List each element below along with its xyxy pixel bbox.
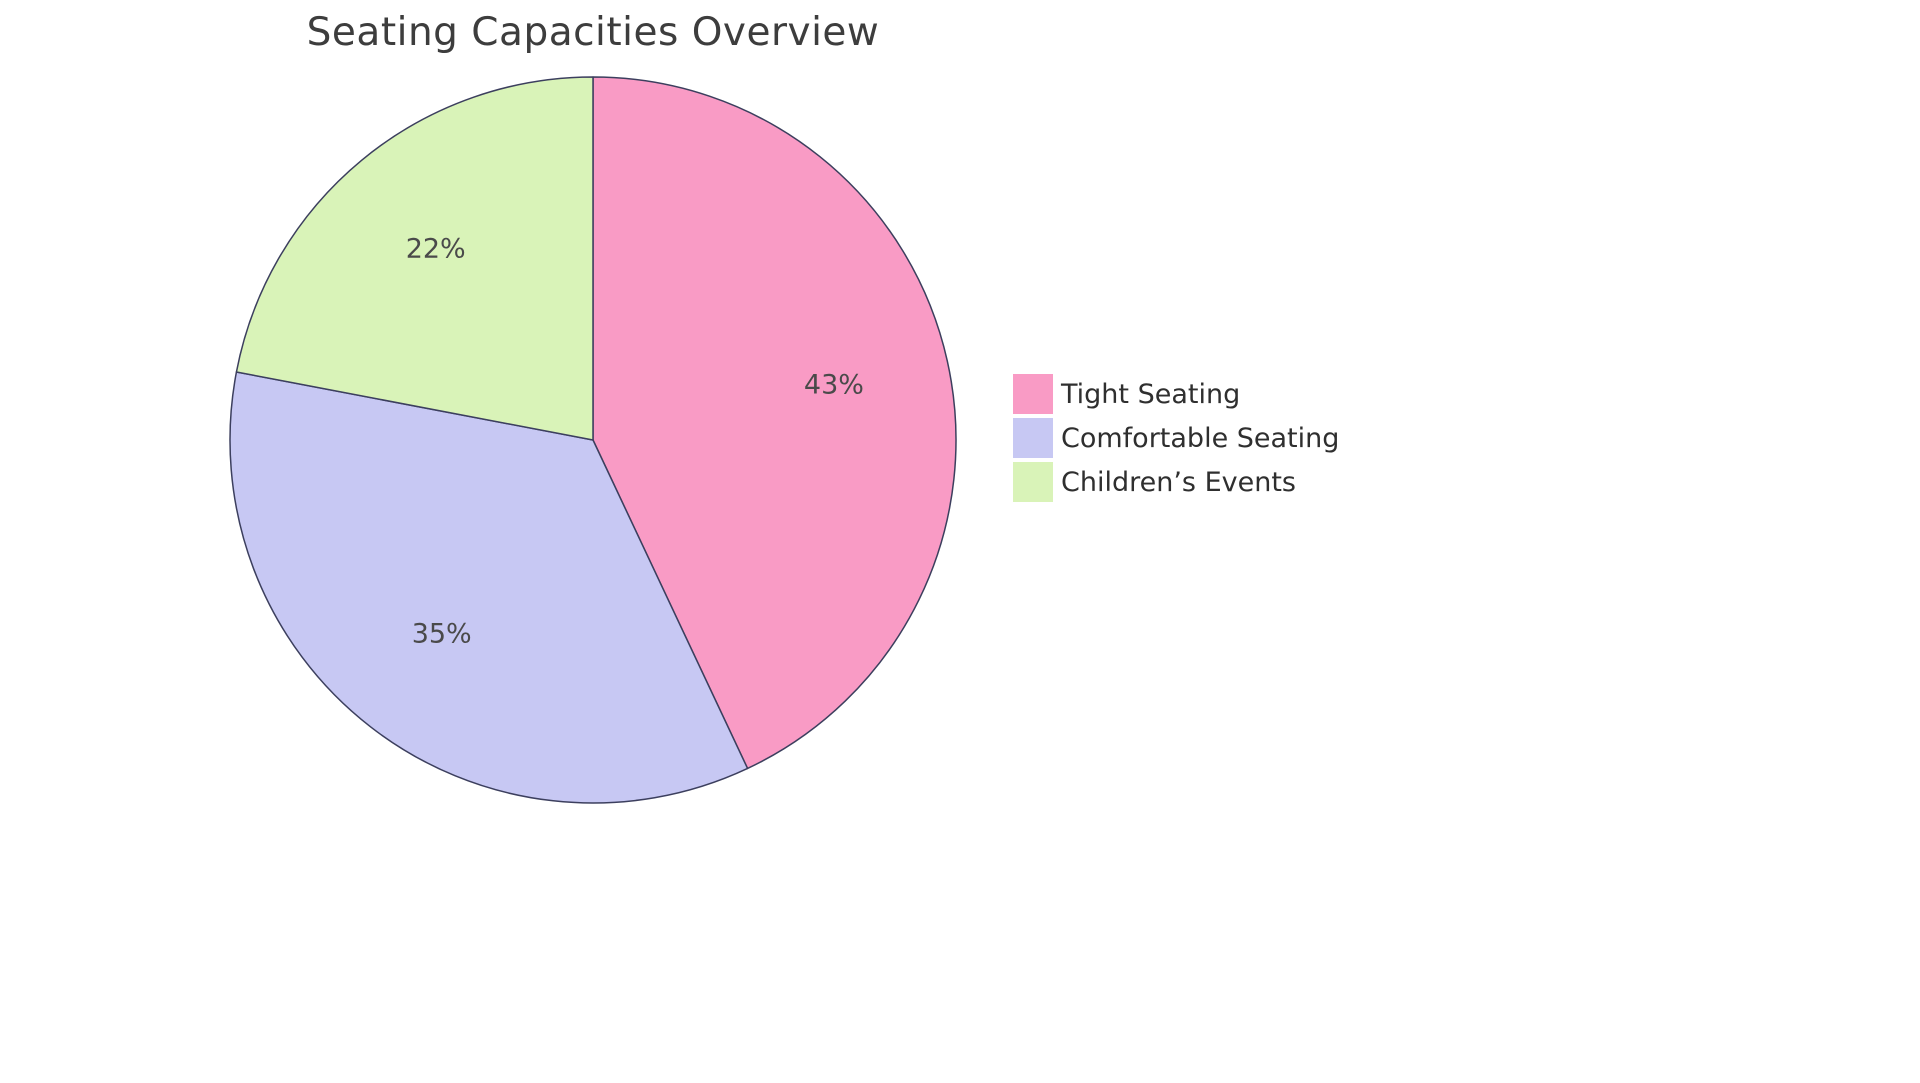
legend-label: Tight Seating [1061, 378, 1241, 410]
legend-swatch-tight-seating [1013, 374, 1053, 414]
pie-slice-tight-seating [592, 76, 957, 770]
legend-item-children-s-events: Children’s Events [1013, 460, 1339, 504]
chart-title: Seating Capacities Overview [306, 10, 880, 55]
legend-swatch-children-s-events [1013, 462, 1053, 502]
chart-legend: Tight Seating Comfortable Seating Children… [1013, 372, 1339, 504]
legend-swatch-comfortable-seating [1013, 418, 1053, 458]
legend-item-comfortable-seating: Comfortable Seating [1013, 416, 1339, 460]
pie-slice-comfortable-seating [229, 371, 749, 804]
pie-slice-label-children-s-events: 22% [406, 233, 466, 264]
pie-slice-label-comfortable-seating: 35% [412, 619, 472, 650]
legend-label: Comfortable Seating [1061, 422, 1340, 454]
legend-item-tight-seating: Tight Seating [1013, 372, 1339, 416]
pie-slice-label-tight-seating: 43% [804, 370, 864, 401]
pie-slice-children-s-events [235, 76, 594, 441]
legend-label: Children’s Events [1061, 466, 1296, 498]
